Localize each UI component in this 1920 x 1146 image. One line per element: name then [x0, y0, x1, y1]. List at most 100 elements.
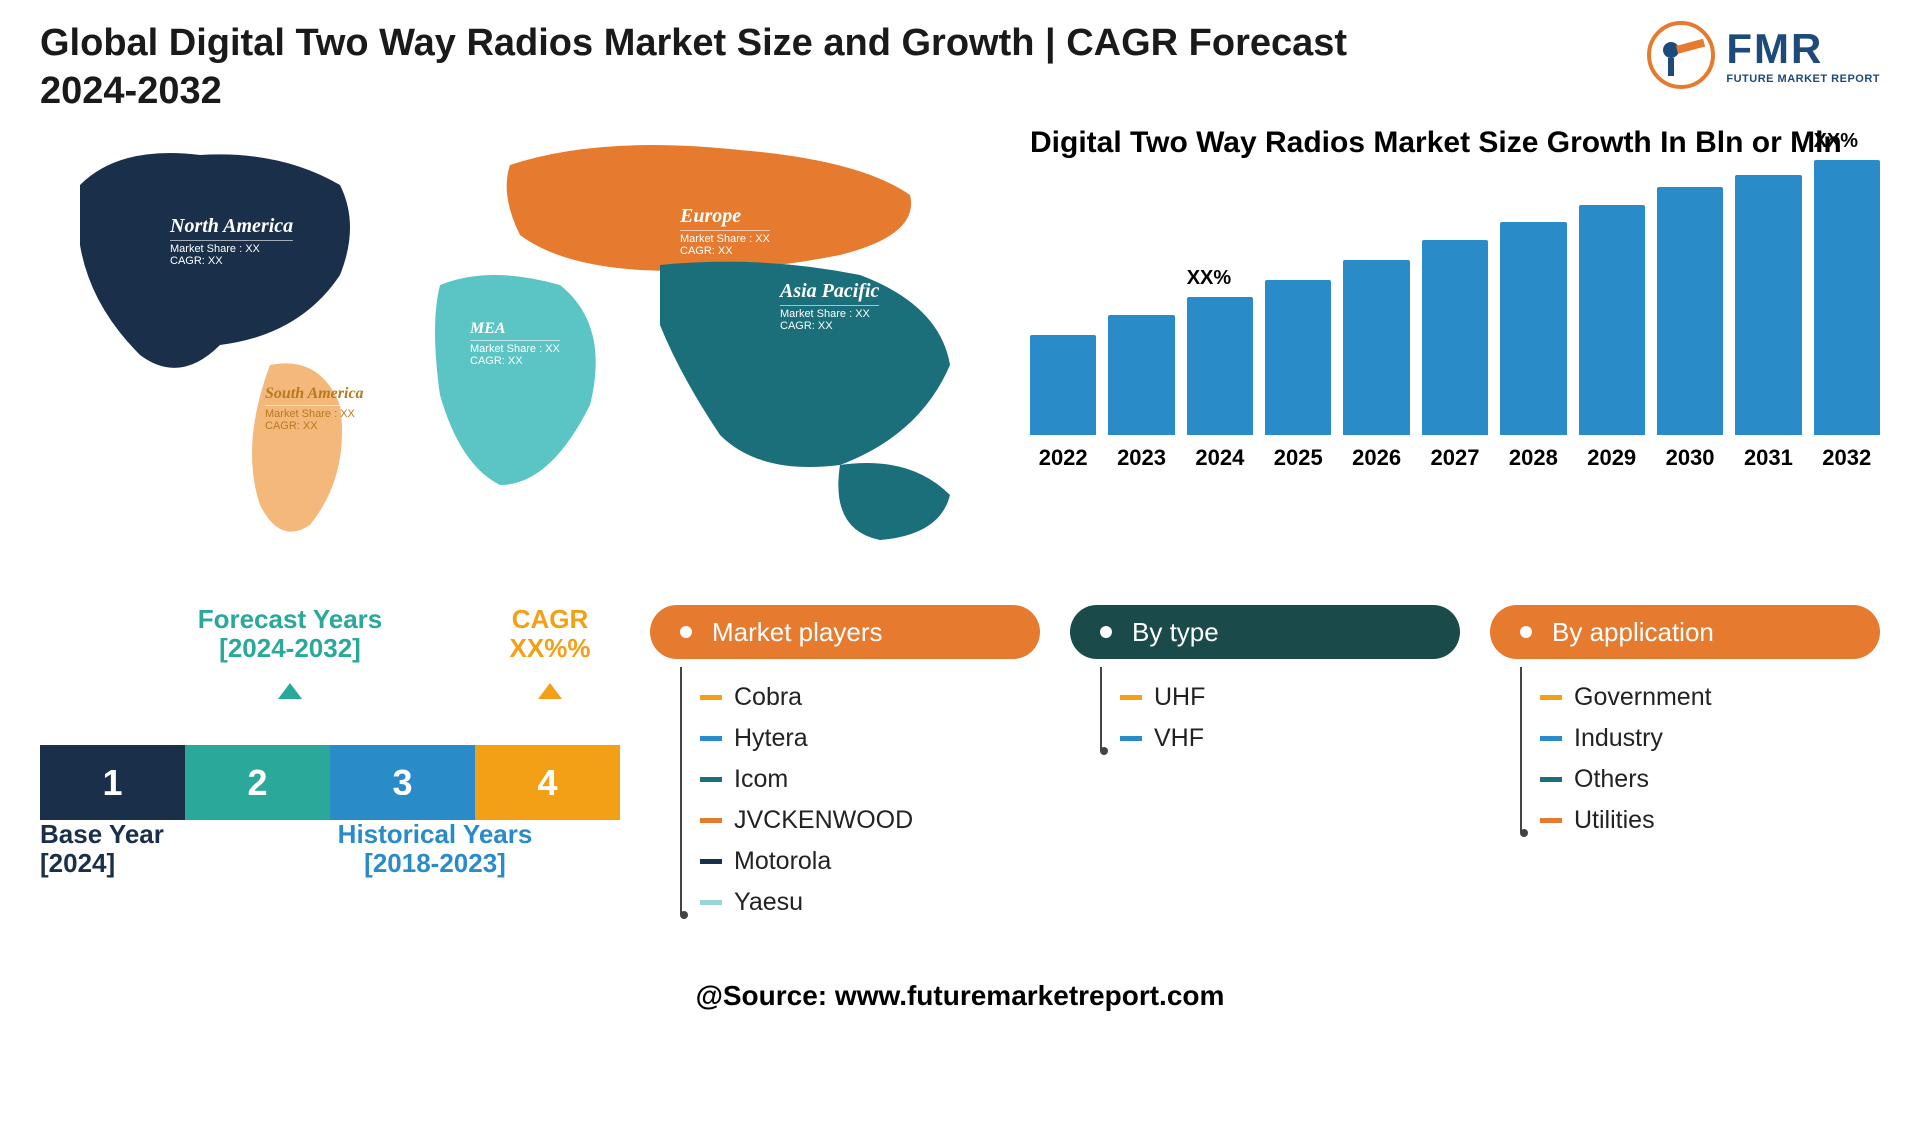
pill-item-label: Hytera	[734, 724, 808, 753]
pill-item: UHF	[1120, 677, 1460, 718]
pill-items: UHF VHF	[1070, 677, 1460, 759]
pill-title: By type	[1132, 617, 1219, 648]
bar	[1500, 222, 1566, 435]
pill-dot-icon	[680, 626, 692, 638]
base-arrow	[100, 795, 124, 811]
logo-fmr-text: FMR	[1726, 25, 1880, 73]
top-row: North AmericaMarket Share : XXCAGR: XXSo…	[40, 125, 1880, 565]
bar	[1343, 260, 1409, 435]
forecast-label: Forecast Years [2024-2032]	[180, 605, 400, 662]
pill-dot-icon	[1520, 626, 1532, 638]
footer-source: @Source: www.futuremarketreport.com	[40, 980, 1880, 1012]
hist-label: Historical Years [2018-2023]	[320, 820, 550, 877]
bar-col: 2026	[1343, 260, 1409, 471]
pill-item-label: JVCKENWOOD	[734, 806, 913, 835]
pill-block: By application Government Industry Others Ut…	[1490, 605, 1880, 923]
logo-sub-text: FUTURE MARKET REPORT	[1726, 73, 1880, 85]
pill-item-label: UHF	[1154, 683, 1205, 712]
bar	[1422, 240, 1488, 435]
swatch-icon	[1540, 695, 1562, 700]
region-label: EuropeMarket Share : XXCAGR: XX	[680, 205, 770, 257]
swatch-icon	[1120, 695, 1142, 700]
pill-block: Market players Cobra Hytera Icom JVCKENWOOD M…	[650, 605, 1040, 923]
base-label: Base Year [2024]	[40, 820, 220, 877]
forecast-arrow	[278, 683, 302, 699]
pill-title: By application	[1552, 617, 1714, 648]
timeline-segment: 2	[185, 745, 330, 820]
bar-year-label: 2029	[1587, 445, 1636, 471]
bar	[1030, 335, 1096, 435]
timeline-segment: 4	[475, 745, 620, 820]
swatch-icon	[1120, 736, 1142, 741]
bar-col: 2027	[1422, 240, 1488, 471]
pill-item: JVCKENWOOD	[700, 800, 1040, 841]
pill-item: Cobra	[700, 677, 1040, 718]
bar-year-label: 2032	[1822, 445, 1871, 471]
swatch-icon	[1540, 777, 1562, 782]
region-label: North AmericaMarket Share : XXCAGR: XX	[170, 215, 293, 267]
cagr-arrow	[538, 683, 562, 699]
bar-year-label: 2031	[1744, 445, 1793, 471]
world-map: North AmericaMarket Share : XXCAGR: XXSo…	[40, 125, 990, 565]
pill-item-label: Others	[1574, 765, 1649, 794]
swatch-icon	[700, 777, 722, 782]
page-title: Global Digital Two Way Radios Market Siz…	[40, 20, 1440, 115]
pill-items: Cobra Hytera Icom JVCKENWOOD Motorola Yaesu	[650, 677, 1040, 923]
swatch-icon	[700, 859, 722, 864]
bar-col: 2025	[1265, 280, 1331, 471]
swatch-icon	[700, 900, 722, 905]
pill-header: By application	[1490, 605, 1880, 659]
timeline: Forecast Years [2024-2032] CAGR XX%% 123…	[40, 605, 620, 930]
region-label: MEAMarket Share : XXCAGR: XX	[470, 320, 560, 367]
pill-item-label: VHF	[1154, 724, 1204, 753]
pill-item: Others	[1540, 759, 1880, 800]
hist-arrow	[398, 795, 422, 811]
bar-chart: Digital Two Way Radios Market Size Growt…	[1030, 125, 1880, 565]
bar-col: 2022	[1030, 335, 1096, 471]
bar-col: 2029	[1579, 205, 1645, 471]
bottom-row: Forecast Years [2024-2032] CAGR XX%% 123…	[40, 605, 1880, 930]
bar-col: 2028	[1500, 222, 1566, 471]
bar-year-label: 2023	[1117, 445, 1166, 471]
bar-year-label: 2028	[1509, 445, 1558, 471]
bar-year-label: 2024	[1195, 445, 1244, 471]
bar-year-label: 2026	[1352, 445, 1401, 471]
pill-item-label: Government	[1574, 683, 1712, 712]
pill-item: Icom	[700, 759, 1040, 800]
pill-item: VHF	[1120, 718, 1460, 759]
chart-title: Digital Two Way Radios Market Size Growt…	[1030, 125, 1880, 161]
swatch-icon	[700, 695, 722, 700]
logo: FMR FUTURE MARKET REPORT	[1646, 20, 1880, 90]
swatch-icon	[1540, 736, 1562, 741]
pill-item-label: Yaesu	[734, 888, 803, 917]
pill-block: By type UHF VHF	[1070, 605, 1460, 923]
pill-items: Government Industry Others Utilities	[1490, 677, 1880, 841]
pill-header: Market players	[650, 605, 1040, 659]
pill-dot-icon	[1100, 626, 1112, 638]
bar-year-label: 2022	[1039, 445, 1088, 471]
pill-item-label: Motorola	[734, 847, 831, 876]
bar-year-label: 2025	[1274, 445, 1323, 471]
region-label: Asia PacificMarket Share : XXCAGR: XX	[780, 280, 879, 332]
bar-col: 2031	[1735, 175, 1801, 471]
telescope-icon	[1646, 20, 1716, 90]
bar-col: 2023	[1108, 315, 1174, 471]
bars-wrap: 20222023XX%20242025202620272028202920302…	[1030, 181, 1880, 471]
bar	[1657, 187, 1723, 435]
swatch-icon	[1540, 818, 1562, 823]
pill-item-label: Cobra	[734, 683, 802, 712]
bar-year-label: 2030	[1666, 445, 1715, 471]
swatch-icon	[700, 736, 722, 741]
timeline-bar: 1234	[40, 745, 620, 820]
bar	[1108, 315, 1174, 435]
pill-item: Yaesu	[700, 882, 1040, 923]
bar	[1265, 280, 1331, 435]
bar-col: 2030	[1657, 187, 1723, 471]
pills-container: Market players Cobra Hytera Icom JVCKENWOOD M…	[650, 605, 1880, 923]
pill-item-label: Industry	[1574, 724, 1663, 753]
bar-col: XX%2032	[1814, 160, 1880, 471]
pill-item-label: Utilities	[1574, 806, 1655, 835]
pill-item: Industry	[1540, 718, 1880, 759]
pill-item: Hytera	[700, 718, 1040, 759]
pill-title: Market players	[712, 617, 883, 648]
